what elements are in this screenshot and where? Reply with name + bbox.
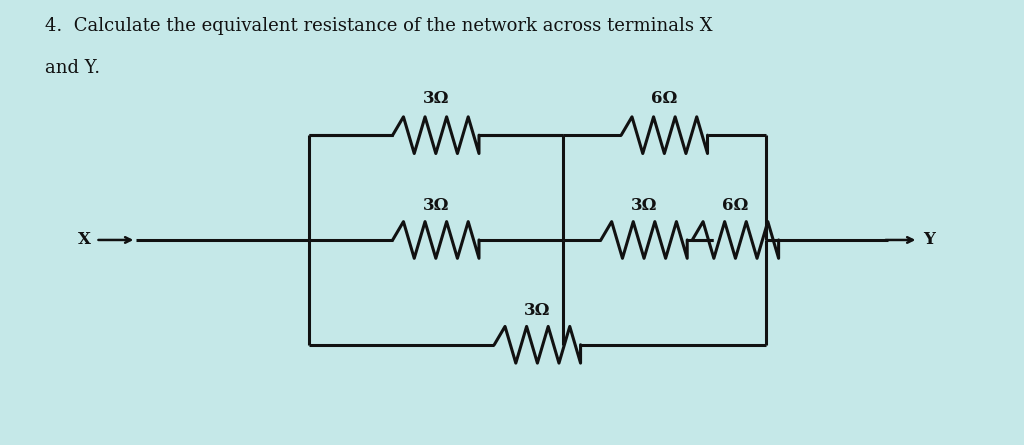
Text: 3Ω: 3Ω xyxy=(631,197,657,214)
Text: 4.  Calculate the equivalent resistance of the network across terminals X: 4. Calculate the equivalent resistance o… xyxy=(45,17,713,35)
Text: and Y.: and Y. xyxy=(45,59,100,77)
Text: 6Ω: 6Ω xyxy=(722,197,749,214)
Text: X: X xyxy=(78,231,90,248)
Text: 6Ω: 6Ω xyxy=(651,90,678,107)
Text: 3Ω: 3Ω xyxy=(423,197,450,214)
Text: Y: Y xyxy=(924,231,935,248)
Text: 3Ω: 3Ω xyxy=(423,90,450,107)
Text: 3Ω: 3Ω xyxy=(524,302,551,319)
